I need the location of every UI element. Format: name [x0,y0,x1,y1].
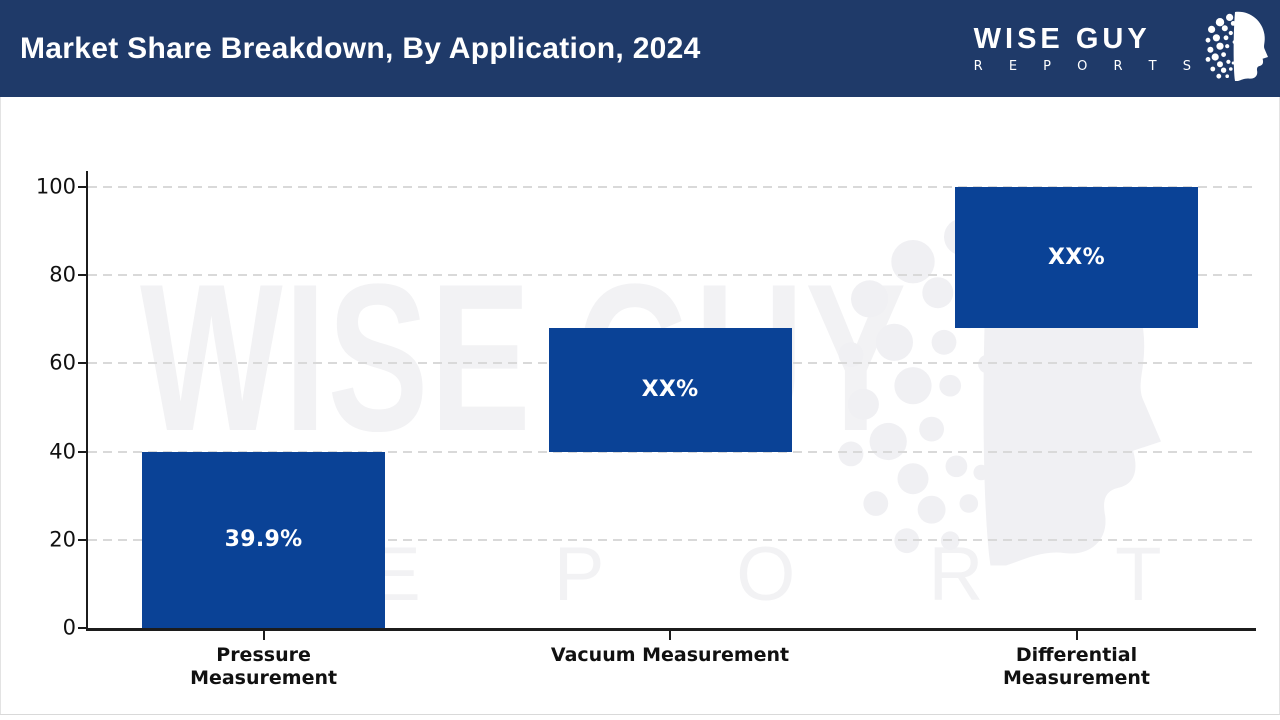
plot-area: 39.9% XX% XX% [88,187,1253,628]
chart-region: WISE GUY R E P O R T S 39.9% XX% XX% 0 20 40… [0,97,1280,720]
y-tick-mark-40 [78,450,86,453]
x-tick-mark-2 [1075,631,1078,640]
y-tick-label-80: 80 [49,262,76,287]
header-band: Market Share Breakdown, By Application, … [0,0,1280,97]
bar-value-label: XX% [641,377,699,403]
x-tick-label-2: Differential Measurement [1003,644,1150,690]
gridline-20 [88,538,1253,541]
y-tick-marks [78,186,86,629]
x-tick-label-line: Measurement [1003,667,1150,689]
x-tick-mark-1 [669,631,672,640]
y-tick-mark-0 [78,627,86,629]
logo-subtext: R E P O R T S [973,58,1202,74]
x-axis-labels: Pressure Measurement Vacuum Measurement Dif… [88,644,1253,704]
x-tick-label-line: Pressure [216,644,311,666]
y-tick-label-100: 100 [35,174,76,199]
y-tick-label-40: 40 [49,439,76,464]
gridline-40 [88,450,1253,453]
logo: WISE GUY R E P O R T S [973,23,1202,74]
x-tick-mark-0 [262,631,265,640]
y-tick-mark-20 [78,538,86,541]
x-tick-label-0: Pressure Measurement [190,644,337,690]
logo-wordmark: WISE GUY [973,23,1151,55]
bar-pressure-measurement: 39.9% [142,451,386,628]
y-tick-label-60: 60 [49,350,76,375]
x-tick-marks [88,631,1253,640]
y-tick-label-20: 20 [49,527,76,552]
bar-vacuum-measurement: XX% [548,328,792,452]
x-tick-label-line: Measurement [190,667,338,689]
x-tick-label-line: Vacuum Measurement [550,644,790,666]
x-tick-label-line: Differential [1015,644,1138,666]
bar-value-label: 39.9% [224,527,303,553]
y-tick-mark-60 [78,362,86,365]
y-tick-mark-80 [78,274,86,277]
y-axis-labels: 0 20 40 60 80 100 [0,175,76,640]
y-tick-label-0: 0 [62,615,76,640]
gridline-100 [88,186,1253,188]
bar-differential-measurement: XX% [954,187,1198,329]
y-tick-mark-100 [78,186,86,188]
bar-value-label: XX% [1048,245,1105,271]
x-axis-line [86,628,1256,631]
bottom-divider [0,714,1280,715]
logo-face-icon [1202,8,1274,88]
y-axis-line [86,171,88,629]
page-title: Market Share Breakdown, By Application, … [20,31,701,65]
x-tick-label-1: Vacuum Measurement [551,644,789,667]
gridline-80 [88,274,1253,277]
